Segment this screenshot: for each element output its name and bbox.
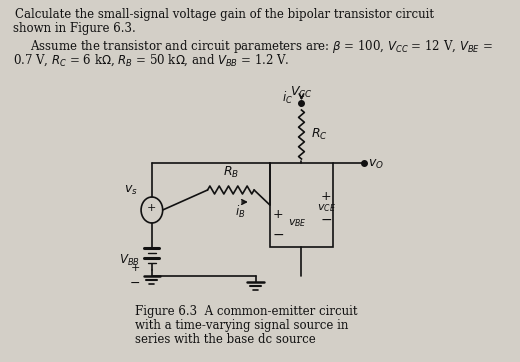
Text: $v_s$: $v_s$ bbox=[124, 184, 138, 197]
Text: $i_C$: $i_C$ bbox=[282, 90, 293, 106]
Text: shown in Figure 6.3.: shown in Figure 6.3. bbox=[13, 22, 136, 35]
Text: $v_{CE}$: $v_{CE}$ bbox=[317, 202, 336, 214]
Bar bbox=[270, 163, 333, 247]
Text: with a time-varying signal source in: with a time-varying signal source in bbox=[135, 319, 348, 332]
Text: −: − bbox=[272, 228, 284, 242]
Text: +: + bbox=[321, 190, 332, 203]
Text: 0.7 V, $R_C$ = 6 k$\Omega$, $R_B$ = 50 k$\Omega$, and $V_{BB}$ = 1.2 V.: 0.7 V, $R_C$ = 6 k$\Omega$, $R_B$ = 50 k… bbox=[13, 53, 290, 68]
Text: $V_{BB}$: $V_{BB}$ bbox=[120, 253, 140, 268]
Text: $R_C$: $R_C$ bbox=[310, 127, 328, 142]
Text: +: + bbox=[273, 209, 283, 222]
Text: Calculate the small-signal voltage gain of the bipolar transistor circuit: Calculate the small-signal voltage gain … bbox=[15, 8, 434, 21]
Text: −: − bbox=[130, 277, 140, 290]
Text: $V_{CC}$: $V_{CC}$ bbox=[290, 85, 313, 100]
Text: $v_O$: $v_O$ bbox=[368, 157, 384, 171]
Text: +: + bbox=[147, 203, 157, 213]
Text: $v_{BE}$: $v_{BE}$ bbox=[288, 217, 307, 229]
Text: $i_B$: $i_B$ bbox=[235, 204, 245, 220]
Text: series with the base dc source: series with the base dc source bbox=[135, 333, 316, 346]
Text: Figure 6.3  A common-emitter circuit: Figure 6.3 A common-emitter circuit bbox=[135, 305, 358, 318]
Text: −: − bbox=[321, 213, 332, 227]
Text: $R_B$: $R_B$ bbox=[223, 165, 239, 180]
Text: Assume the transistor and circuit parameters are: $\beta$ = 100, $V_{CC}$ = 12 V: Assume the transistor and circuit parame… bbox=[30, 38, 492, 55]
Text: +: + bbox=[131, 263, 140, 273]
